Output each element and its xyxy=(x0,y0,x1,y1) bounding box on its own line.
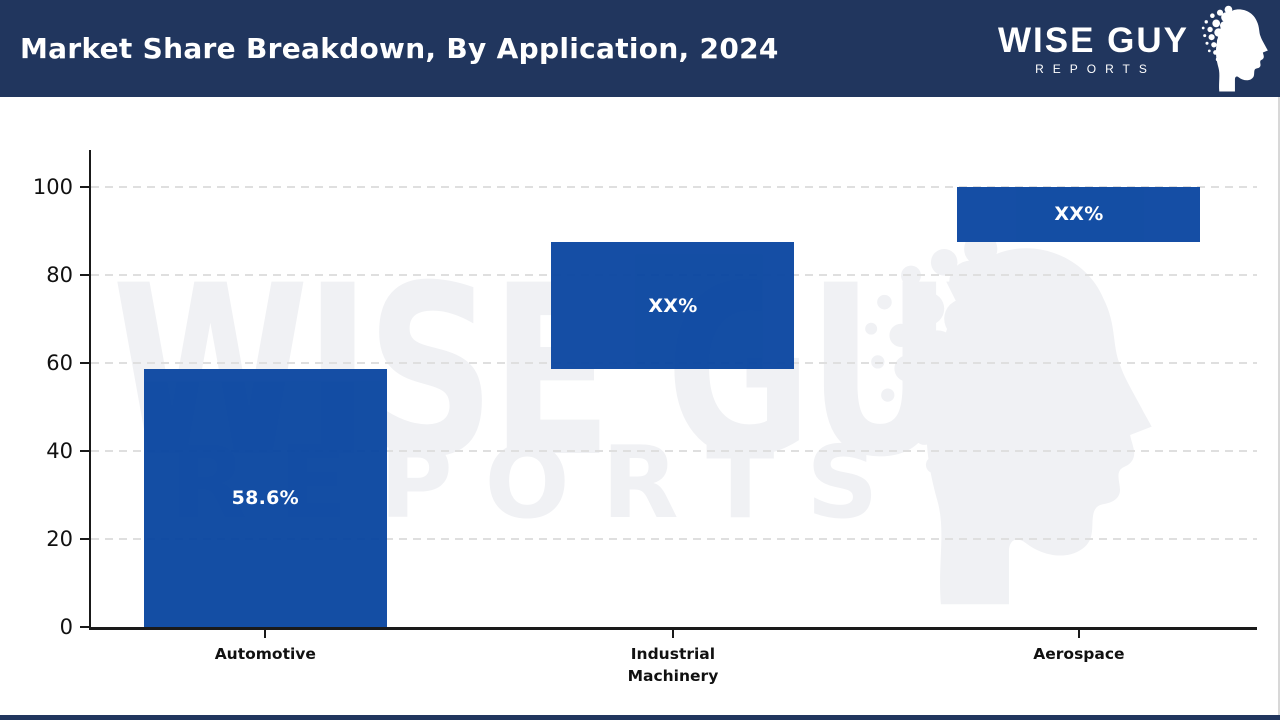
y-axis-tick-label: 60 xyxy=(46,350,73,375)
category-label-2: Industrial Machinery xyxy=(627,645,719,686)
bar-automotive: 58.6% xyxy=(143,369,387,627)
y-axis-tick xyxy=(80,273,89,276)
y-axis-tick xyxy=(80,185,89,188)
bar-aerospace: XX% xyxy=(957,186,1201,242)
head-profile-icon xyxy=(1201,5,1268,91)
bar-value-label: 58.6% xyxy=(231,487,300,510)
page-title: Market Share Breakdown, By Application, … xyxy=(20,32,779,65)
brand-logo-text: WISE GUY REPORTS xyxy=(998,23,1189,75)
y-axis-tick-label: 100 xyxy=(32,174,73,199)
y-axis-tick xyxy=(80,626,89,628)
x-axis-tick xyxy=(264,630,267,638)
brand-logo-sub: REPORTS xyxy=(1035,61,1156,76)
bar-industrial-machinery: XX% xyxy=(551,241,795,370)
gridline-40 xyxy=(91,449,1257,452)
y-axis-tick xyxy=(80,537,89,540)
brand-logo-name: WISE GUY xyxy=(997,20,1189,60)
category-label-3: Aerospace xyxy=(1033,645,1125,663)
y-axis-tick xyxy=(80,361,89,364)
y-axis-tick xyxy=(80,449,89,452)
brand-logo: WISE GUY REPORTS xyxy=(998,0,1270,97)
y-axis-tick-label: 20 xyxy=(46,526,73,551)
y-axis-tick-label: 0 xyxy=(59,615,73,639)
gridline-100 xyxy=(91,185,1257,188)
bar-value-label: XX% xyxy=(648,294,698,317)
watermark-head-profile-icon xyxy=(865,232,1152,605)
bar-value-label: XX% xyxy=(1054,203,1104,226)
right-edge-divider xyxy=(1278,97,1280,720)
gridline-20 xyxy=(91,537,1257,540)
header-bar: Market Share Breakdown, By Application, … xyxy=(0,0,1280,97)
y-axis-tick-label: 80 xyxy=(46,262,73,287)
x-axis-tick xyxy=(671,630,674,638)
x-axis-tick xyxy=(1077,630,1080,638)
plot-area: 0 20 40 60 80 100 58.6% Automotive XX% Industrial… xyxy=(33,150,1257,685)
category-label-1: Automotive xyxy=(214,645,316,663)
y-axis-tick-label: 40 xyxy=(46,438,73,463)
footer-bar xyxy=(0,715,1280,720)
